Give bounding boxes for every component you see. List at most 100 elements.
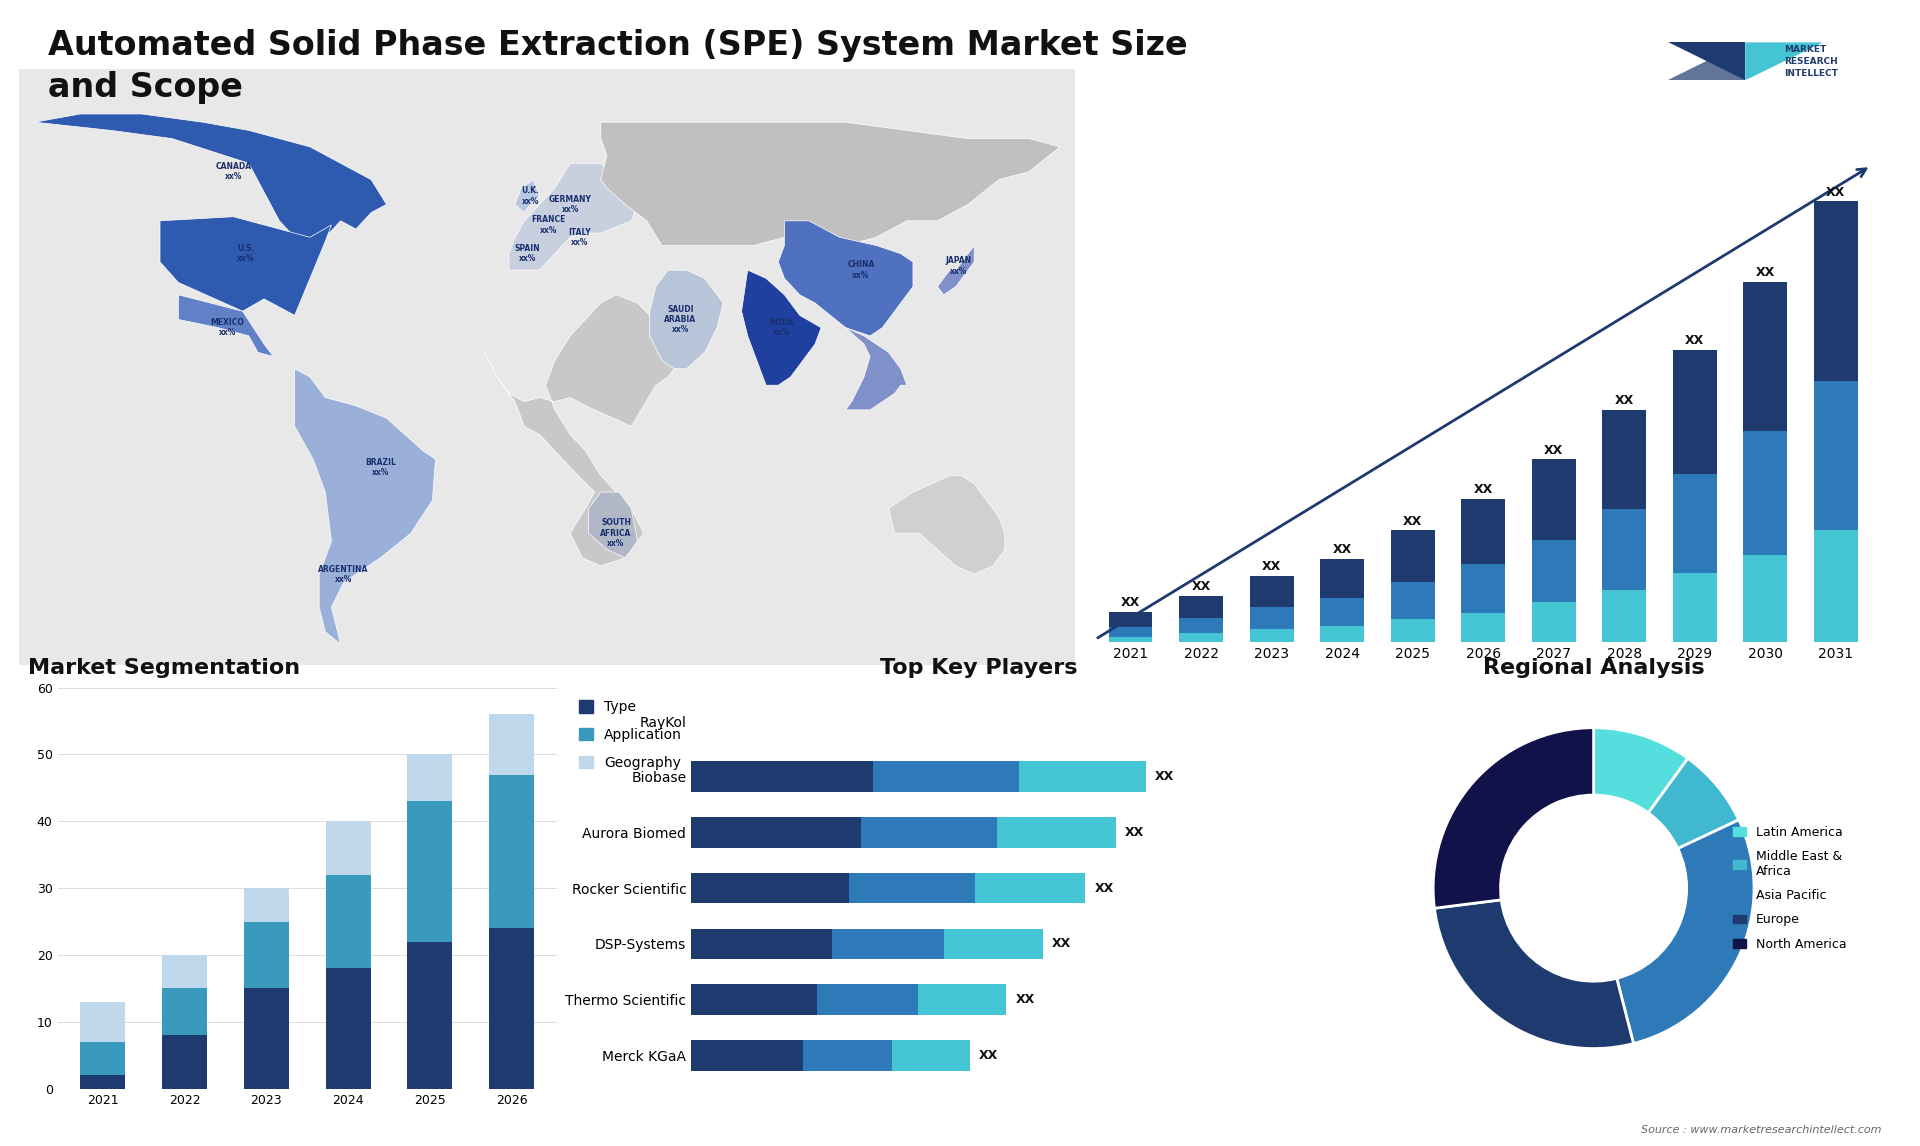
Bar bbox=[691, 928, 831, 959]
Bar bbox=[1603, 409, 1645, 509]
Text: XX: XX bbox=[1261, 560, 1281, 573]
Bar bbox=[691, 873, 849, 903]
Text: XX: XX bbox=[1016, 994, 1035, 1006]
Wedge shape bbox=[1617, 819, 1755, 1044]
Bar bbox=[1603, 509, 1645, 589]
Polygon shape bbox=[179, 295, 273, 356]
Bar bbox=[1108, 627, 1152, 637]
Text: XX: XX bbox=[1192, 580, 1212, 594]
Bar bbox=[161, 988, 207, 1035]
Polygon shape bbox=[741, 270, 822, 385]
Bar bbox=[1179, 633, 1223, 642]
Text: U.S.
xx%: U.S. xx% bbox=[236, 244, 253, 264]
Bar bbox=[1390, 529, 1434, 582]
Bar bbox=[1250, 576, 1294, 607]
Polygon shape bbox=[601, 123, 1060, 245]
Text: XX: XX bbox=[1125, 826, 1144, 839]
Polygon shape bbox=[159, 217, 332, 315]
Wedge shape bbox=[1432, 728, 1594, 909]
Text: MEXICO
xx%: MEXICO xx% bbox=[211, 317, 244, 337]
Bar bbox=[1461, 613, 1505, 642]
Polygon shape bbox=[1667, 42, 1745, 80]
Text: ARGENTINA
xx%: ARGENTINA xx% bbox=[319, 565, 369, 584]
Polygon shape bbox=[515, 180, 540, 213]
Bar bbox=[326, 874, 371, 968]
Bar bbox=[1814, 380, 1859, 529]
Text: Automated Solid Phase Extraction (SPE) System Market Size
and Scope: Automated Solid Phase Extraction (SPE) S… bbox=[48, 29, 1188, 104]
Bar bbox=[1672, 350, 1716, 474]
Text: SAUDI
ARABIA
xx%: SAUDI ARABIA xx% bbox=[664, 305, 697, 335]
Bar bbox=[945, 928, 1043, 959]
Bar bbox=[691, 1039, 803, 1070]
Bar bbox=[1108, 637, 1152, 642]
Bar bbox=[326, 822, 371, 874]
Polygon shape bbox=[937, 245, 973, 295]
Bar bbox=[849, 873, 975, 903]
Bar bbox=[1321, 598, 1363, 626]
Text: SOUTH
AFRICA
xx%: SOUTH AFRICA xx% bbox=[601, 518, 632, 548]
Bar bbox=[19, 69, 1075, 665]
Bar bbox=[691, 984, 818, 1015]
Text: CHINA
xx%: CHINA xx% bbox=[847, 260, 876, 280]
Bar bbox=[1814, 201, 1859, 380]
Bar bbox=[244, 921, 288, 988]
Text: SPAIN
xx%: SPAIN xx% bbox=[515, 244, 540, 264]
Legend: Latin America, Middle East &
Africa, Asia Pacific, Europe, North America: Latin America, Middle East & Africa, Asi… bbox=[1728, 821, 1851, 956]
Bar bbox=[490, 775, 534, 928]
Bar bbox=[1532, 540, 1576, 602]
Title: Regional Analysis: Regional Analysis bbox=[1482, 658, 1705, 677]
Bar bbox=[691, 817, 860, 848]
Polygon shape bbox=[845, 328, 906, 410]
Bar bbox=[1250, 629, 1294, 642]
Text: XX: XX bbox=[1404, 515, 1423, 527]
Text: XX: XX bbox=[1121, 596, 1140, 610]
Text: JAPAN
xx%: JAPAN xx% bbox=[947, 257, 972, 276]
Bar bbox=[81, 1042, 125, 1075]
Bar bbox=[1814, 529, 1859, 642]
Bar bbox=[161, 1035, 207, 1089]
Bar bbox=[1672, 573, 1716, 642]
Text: XX: XX bbox=[979, 1049, 998, 1062]
Bar bbox=[803, 1039, 893, 1070]
Text: MARKET
RESEARCH
INTELLECT: MARKET RESEARCH INTELLECT bbox=[1784, 45, 1837, 78]
Text: ITALY
xx%: ITALY xx% bbox=[568, 228, 591, 246]
Bar bbox=[1461, 564, 1505, 613]
Text: XX: XX bbox=[1332, 543, 1352, 556]
Bar bbox=[244, 888, 288, 921]
Text: CANADA
xx%: CANADA xx% bbox=[215, 162, 252, 181]
Bar bbox=[407, 754, 453, 801]
Bar bbox=[1179, 618, 1223, 633]
Bar bbox=[1250, 607, 1294, 629]
Bar bbox=[161, 955, 207, 988]
Bar bbox=[691, 761, 874, 792]
Bar bbox=[1179, 596, 1223, 618]
Bar bbox=[975, 873, 1085, 903]
Bar bbox=[1743, 431, 1788, 555]
Bar bbox=[996, 817, 1116, 848]
Bar bbox=[81, 1002, 125, 1042]
Title: Top Key Players: Top Key Players bbox=[881, 658, 1077, 677]
Bar bbox=[1603, 589, 1645, 642]
Text: U.K.
xx%: U.K. xx% bbox=[522, 187, 540, 206]
Text: XX: XX bbox=[1544, 444, 1563, 457]
Bar bbox=[918, 984, 1006, 1015]
Wedge shape bbox=[1434, 900, 1634, 1049]
Bar bbox=[490, 714, 534, 775]
Bar bbox=[1532, 602, 1576, 642]
Polygon shape bbox=[484, 295, 674, 566]
Wedge shape bbox=[1647, 759, 1740, 848]
Bar bbox=[1108, 612, 1152, 627]
Bar bbox=[874, 761, 1020, 792]
Bar bbox=[860, 817, 996, 848]
Bar bbox=[893, 1039, 970, 1070]
Text: Source : www.marketresearchintellect.com: Source : www.marketresearchintellect.com bbox=[1642, 1124, 1882, 1135]
Text: INDIA
xx%: INDIA xx% bbox=[770, 317, 793, 337]
Wedge shape bbox=[1594, 728, 1688, 813]
Bar bbox=[1321, 558, 1363, 598]
Bar bbox=[1461, 499, 1505, 564]
Bar bbox=[818, 984, 918, 1015]
Text: XX: XX bbox=[1052, 937, 1071, 950]
Bar bbox=[326, 968, 371, 1089]
Text: XX: XX bbox=[1615, 394, 1634, 407]
Polygon shape bbox=[778, 221, 914, 336]
